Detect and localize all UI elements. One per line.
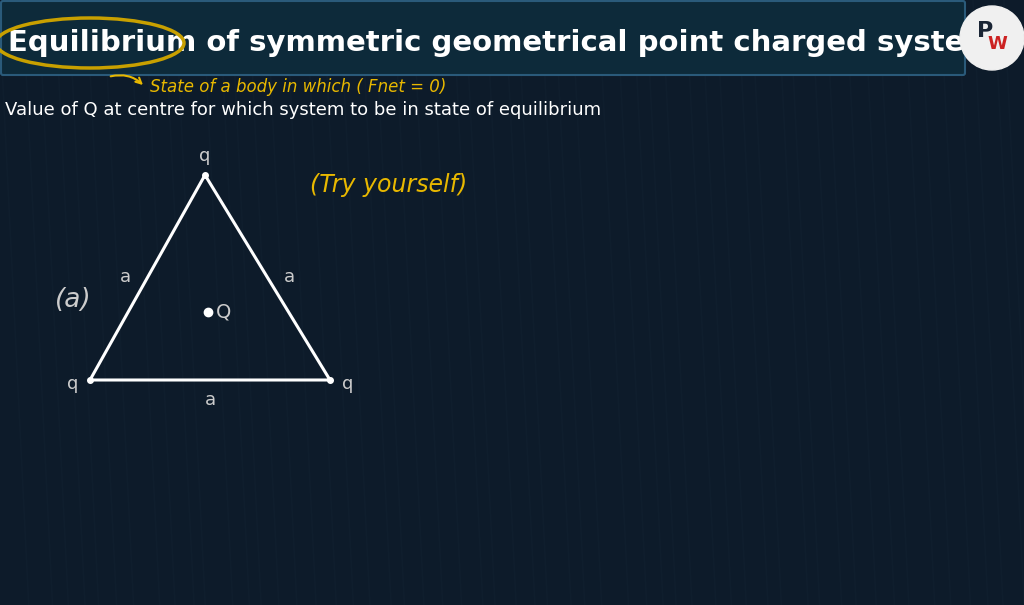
Text: q: q [200, 147, 211, 165]
Text: Equilibrium of symmetric geometrical point charged system: Equilibrium of symmetric geometrical poi… [8, 29, 994, 57]
Text: q: q [67, 375, 78, 393]
Text: State of a body in which ( Fnet = 0): State of a body in which ( Fnet = 0) [150, 78, 446, 96]
Text: P: P [977, 21, 993, 41]
Text: a: a [284, 269, 295, 287]
Text: W: W [987, 35, 1007, 53]
Text: (a): (a) [55, 287, 91, 313]
Text: q: q [342, 375, 353, 393]
Circle shape [961, 6, 1024, 70]
Text: (Try yourself): (Try yourself) [310, 173, 467, 197]
Text: a: a [120, 269, 131, 287]
Text: Q: Q [216, 302, 231, 321]
Text: Value of Q at centre for which system to be in state of equilibrium: Value of Q at centre for which system to… [5, 101, 601, 119]
FancyBboxPatch shape [1, 1, 965, 75]
Text: a: a [205, 391, 216, 409]
